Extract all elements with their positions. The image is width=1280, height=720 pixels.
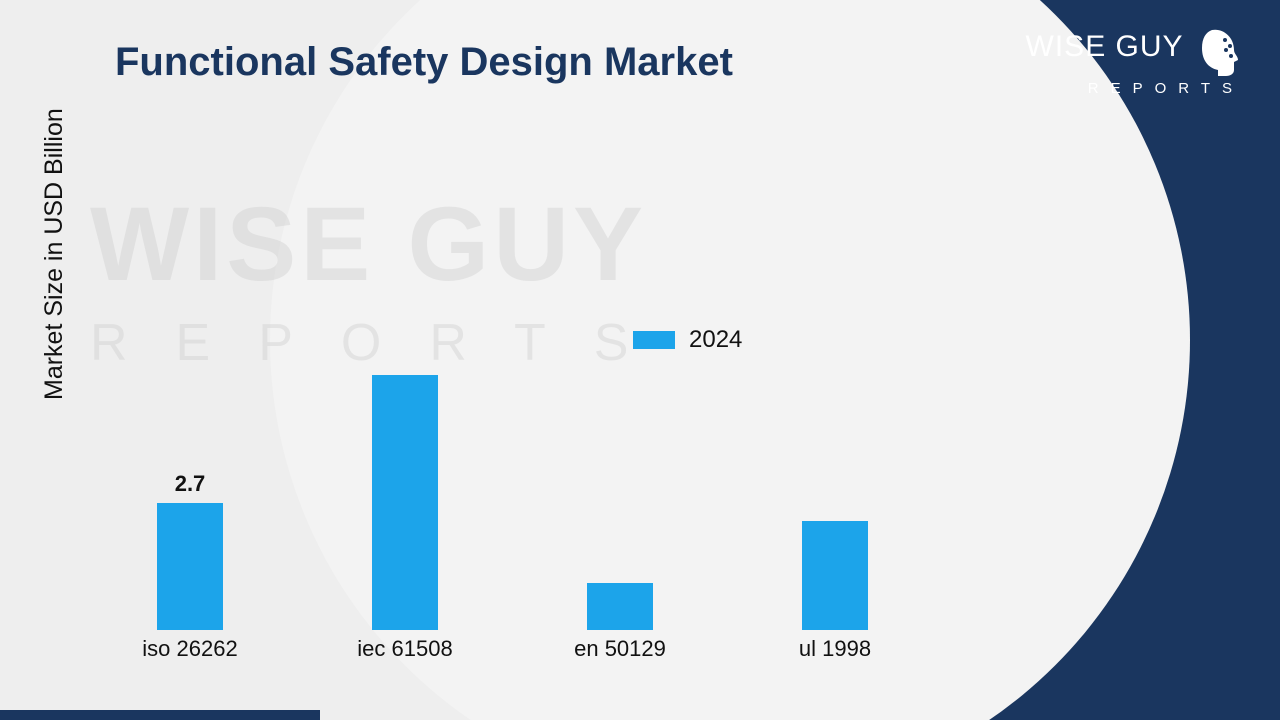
brand-logo: WISE GUY REPORTS	[1026, 26, 1244, 97]
head-icon	[1192, 26, 1244, 78]
bar	[372, 375, 438, 630]
bar-value-label: 2.7	[140, 471, 240, 497]
brand-logo-top: WISE GUY	[1026, 30, 1184, 63]
bottom-accent-bar	[0, 710, 320, 720]
y-axis-label: Market Size in USD Billion	[40, 108, 69, 400]
chart-title: Functional Safety Design Market	[115, 40, 733, 85]
bar	[587, 583, 653, 630]
x-tick-label: ul 1998	[735, 636, 935, 662]
plot-area: iso 262622.7iec 61508en 50129ul 1998	[110, 140, 950, 630]
chart-canvas: WISE GUY REPORTS Functional Safety Desig…	[0, 0, 1280, 720]
x-tick-label: iso 26262	[90, 636, 290, 662]
brand-logo-bottom: REPORTS	[1026, 80, 1244, 97]
x-tick-label: en 50129	[520, 636, 720, 662]
bar	[802, 521, 868, 630]
x-tick-label: iec 61508	[305, 636, 505, 662]
bar	[157, 503, 223, 630]
